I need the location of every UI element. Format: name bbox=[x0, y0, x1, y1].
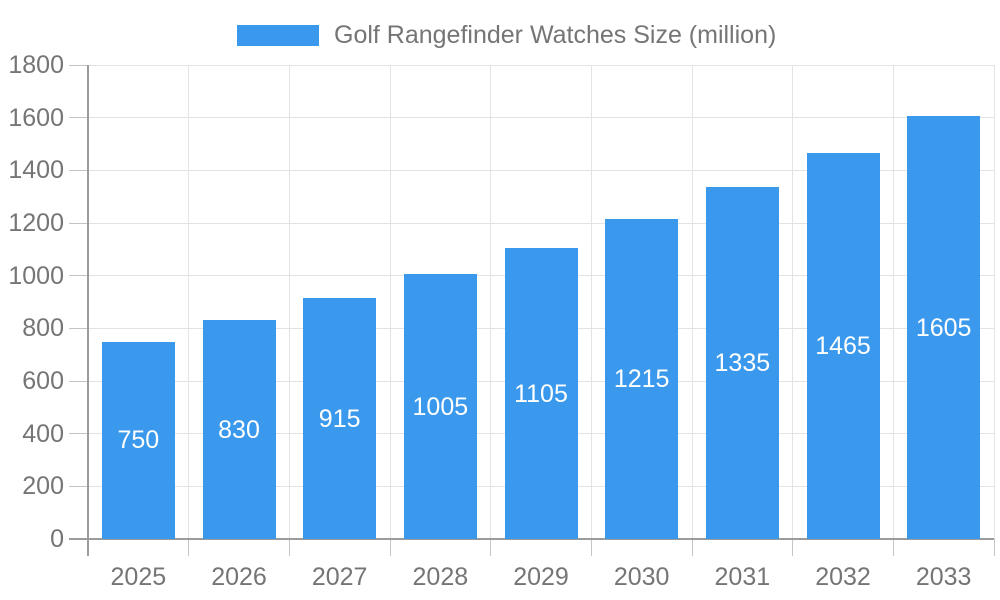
x-gridline bbox=[389, 65, 391, 539]
bar-value-label: 1335 bbox=[714, 349, 771, 378]
y-axis-label: 1400 bbox=[8, 156, 64, 185]
y-gridline bbox=[88, 64, 994, 66]
x-axis-label: 2032 bbox=[815, 563, 871, 591]
x-axis-label: 2033 bbox=[915, 563, 972, 591]
x-axis-tick bbox=[691, 539, 693, 556]
bar[interactable] bbox=[303, 298, 377, 539]
legend-item[interactable]: Golf Rangefinder Watches Size (million) bbox=[237, 22, 776, 48]
y-axis-tick bbox=[69, 117, 88, 119]
x-axis-tick bbox=[892, 539, 894, 556]
y-gridline bbox=[88, 169, 994, 171]
y-axis-tick bbox=[69, 327, 88, 329]
y-axis-label: 600 bbox=[22, 367, 64, 395]
y-axis-label: 1800 bbox=[8, 51, 64, 79]
bar[interactable] bbox=[202, 320, 276, 539]
y-axis-label: 200 bbox=[22, 472, 64, 501]
x-axis-label: 2025 bbox=[110, 563, 167, 591]
y-axis-tick bbox=[69, 433, 88, 435]
bar[interactable] bbox=[101, 341, 175, 539]
x-gridline bbox=[490, 65, 492, 539]
x-axis-tick bbox=[188, 539, 190, 556]
x-axis-label: 2027 bbox=[311, 563, 368, 591]
x-axis-label: 2028 bbox=[412, 563, 469, 591]
bar-value-label: 1605 bbox=[915, 313, 972, 342]
bar-value-label: 1465 bbox=[815, 332, 871, 361]
x-gridline bbox=[288, 65, 290, 539]
bar[interactable] bbox=[403, 274, 477, 539]
x-axis-label: 2030 bbox=[613, 563, 670, 591]
legend-swatch bbox=[237, 24, 319, 46]
y-axis-label: 1200 bbox=[8, 209, 64, 237]
y-axis-label: 1600 bbox=[8, 103, 64, 132]
bar[interactable] bbox=[806, 153, 880, 539]
bar[interactable] bbox=[605, 219, 679, 539]
y-gridline bbox=[88, 117, 994, 119]
y-axis-tick bbox=[69, 222, 88, 224]
x-gridline bbox=[691, 65, 693, 539]
x-axis-label: 2029 bbox=[513, 563, 569, 591]
y-axis-label: 800 bbox=[22, 314, 64, 343]
y-gridline bbox=[88, 222, 994, 224]
x-axis-label: 2026 bbox=[211, 563, 267, 591]
y-axis-line bbox=[87, 65, 89, 556]
x-axis-line bbox=[69, 538, 994, 540]
bar-value-label: 1215 bbox=[613, 365, 670, 394]
bar[interactable] bbox=[705, 187, 779, 539]
bar-value-label: 1005 bbox=[412, 392, 469, 421]
y-axis-tick bbox=[69, 169, 88, 171]
legend-label: Golf Rangefinder Watches Size (million) bbox=[334, 21, 777, 49]
x-gridline bbox=[188, 65, 190, 539]
y-axis-label: 1000 bbox=[8, 261, 64, 290]
y-axis-tick bbox=[69, 380, 88, 382]
x-axis-tick bbox=[288, 539, 290, 556]
y-axis-label: 0 bbox=[50, 525, 64, 553]
x-gridline bbox=[792, 65, 794, 539]
x-axis-tick bbox=[389, 539, 391, 556]
bar-value-label: 915 bbox=[318, 404, 361, 433]
x-gridline bbox=[590, 65, 592, 539]
x-axis-tick bbox=[590, 539, 592, 556]
bar-value-label: 750 bbox=[117, 426, 160, 455]
x-axis-label: 2031 bbox=[714, 563, 771, 591]
x-gridline bbox=[892, 65, 894, 539]
bar-value-label: 830 bbox=[218, 415, 260, 444]
x-gridline bbox=[993, 65, 995, 539]
y-axis-tick bbox=[69, 485, 88, 487]
bar[interactable] bbox=[504, 248, 578, 539]
y-axis-label: 400 bbox=[22, 419, 64, 448]
x-axis-tick bbox=[792, 539, 794, 556]
x-axis-tick bbox=[490, 539, 492, 556]
x-axis-tick bbox=[993, 539, 995, 556]
bar-value-label: 1105 bbox=[514, 379, 568, 408]
y-axis-tick bbox=[69, 64, 88, 66]
bar[interactable] bbox=[907, 116, 981, 539]
y-axis-tick bbox=[69, 275, 88, 277]
